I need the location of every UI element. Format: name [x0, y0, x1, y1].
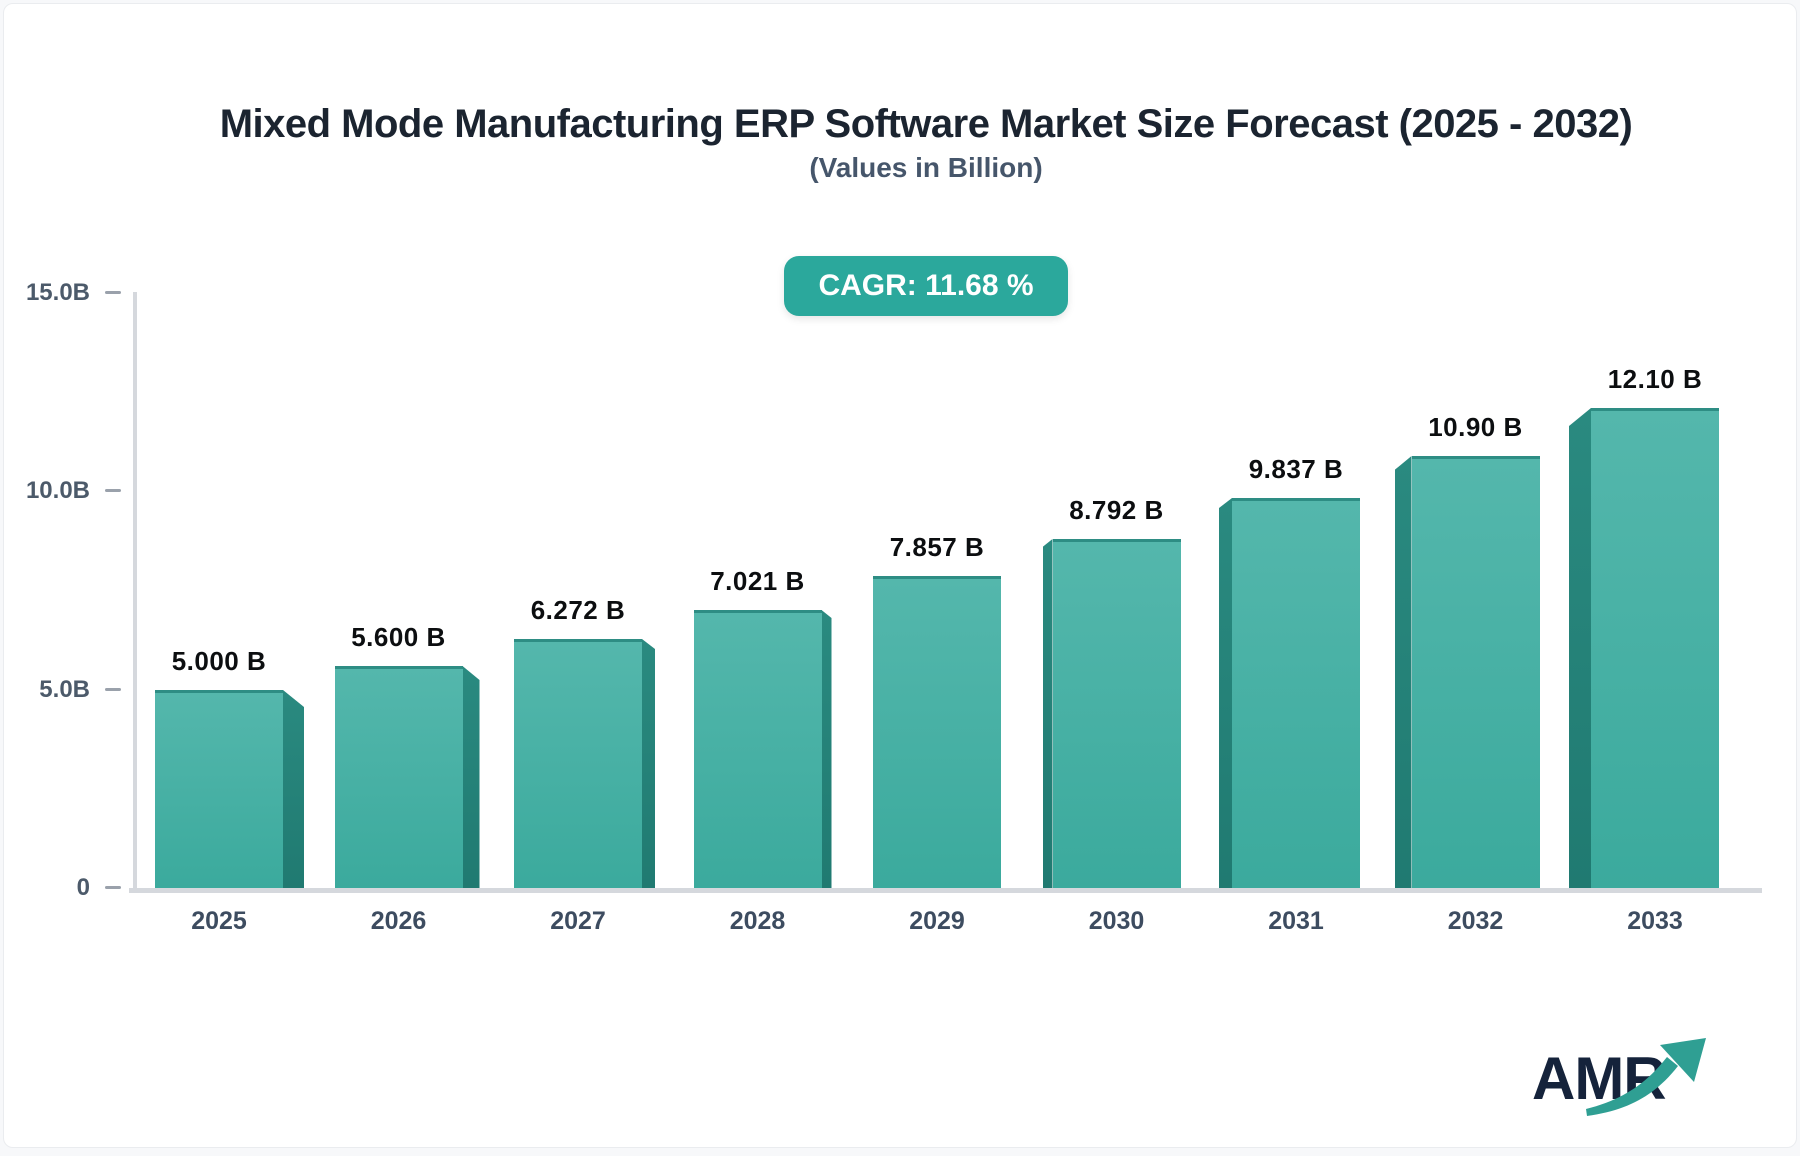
chart-title: Mixed Mode Manufacturing ERP Software Ma…	[219, 102, 1633, 146]
bar-value-label: 7.857 B	[889, 532, 985, 562]
amr-logo: AMR	[1532, 1034, 1732, 1124]
bar	[1591, 408, 1719, 888]
bar-value-label: 7.021 B	[710, 566, 805, 596]
y-axis-tick-mark	[105, 687, 121, 691]
bar-3d-side-face	[1219, 498, 1232, 888]
bar-3d-side-face	[642, 639, 655, 888]
bar	[514, 639, 642, 888]
y-axis-tick-label: 5.0B	[39, 675, 90, 703]
x-axis-category-label: 2027	[550, 907, 606, 935]
bar-chart-plot-area: 15.0B 10.0B 5.0B 0 5.000 B 2025 5.600 B 2026 6.2…	[4, 4, 1796, 1147]
y-axis-tick-mark	[105, 886, 121, 889]
cagr-badge: CAGR: 11.68 %	[784, 256, 1068, 316]
bar-value-label: 10.90 B	[1428, 412, 1523, 442]
bar	[1232, 498, 1360, 888]
x-axis-category-label: 2030	[1088, 907, 1145, 935]
y-axis-tick-label: 15.0B	[25, 279, 90, 307]
x-axis-line	[129, 888, 1762, 893]
bar-3d-side-face	[1042, 539, 1053, 888]
bar	[1411, 456, 1540, 888]
bar	[1052, 539, 1181, 888]
bar	[155, 690, 283, 888]
amr-logo-text: AMR	[1532, 1045, 1667, 1112]
bar-value-label: 9.837 B	[1248, 454, 1344, 484]
bar-3d-side-face	[1569, 408, 1591, 888]
bar-value-label: 5.600 B	[351, 622, 446, 652]
bar	[873, 576, 1001, 888]
x-axis-category-label: 2025	[191, 907, 247, 935]
bar-3d-side-face	[821, 610, 832, 888]
bar-3d-side-face	[462, 666, 480, 888]
bar-value-label: 8.792 B	[1069, 495, 1164, 525]
bar-3d-side-face	[1394, 456, 1412, 888]
y-axis-line	[133, 292, 137, 892]
x-axis-category-label: 2026	[370, 907, 427, 935]
bar-value-label: 12.10 B	[1607, 364, 1703, 394]
x-axis-category-label: 2033	[1627, 907, 1683, 935]
x-axis-category-label: 2032	[1447, 907, 1504, 935]
x-axis-category-label: 2031	[1268, 907, 1324, 935]
y-axis-tick-label: 0	[76, 874, 90, 901]
bar	[693, 610, 822, 888]
x-axis-category-label: 2029	[909, 907, 965, 935]
chart-subtitle: (Values in Billion)	[809, 152, 1043, 183]
growth-arrow-icon	[1586, 1038, 1706, 1116]
y-axis-tick-mark	[105, 291, 121, 295]
y-axis-tick-label: 10.0B	[25, 477, 90, 505]
chart-card: Mixed Mode Manufacturing ERP Software Ma…	[3, 3, 1797, 1148]
bar-value-label: 6.272 B	[530, 595, 626, 625]
x-axis-category-label: 2028	[729, 907, 786, 935]
bar-value-label: 5.000 B	[171, 646, 267, 676]
bar	[334, 666, 463, 888]
bar-3d-side-face	[283, 690, 304, 888]
y-axis-tick-mark	[105, 489, 121, 493]
